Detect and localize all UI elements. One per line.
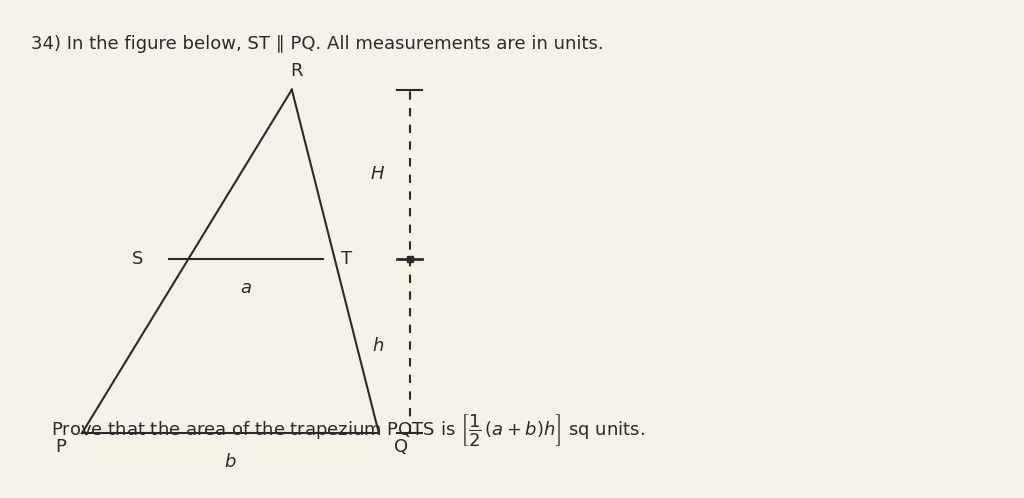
Text: R: R <box>291 62 303 80</box>
Text: P: P <box>55 438 67 456</box>
Text: T: T <box>341 250 352 268</box>
Text: S: S <box>132 250 143 268</box>
Text: Q: Q <box>394 438 409 456</box>
Text: b: b <box>224 453 237 471</box>
Text: H: H <box>371 165 384 183</box>
Text: Prove that the area of the trapezium PQTS is $\left[\dfrac{1}{2}\,(a + b)h\right: Prove that the area of the trapezium PQT… <box>51 412 645 448</box>
Text: a: a <box>241 279 251 297</box>
Text: 34) In the figure below, ST ∥ PQ. All measurements are in units.: 34) In the figure below, ST ∥ PQ. All me… <box>31 35 603 53</box>
Text: h: h <box>373 337 384 355</box>
